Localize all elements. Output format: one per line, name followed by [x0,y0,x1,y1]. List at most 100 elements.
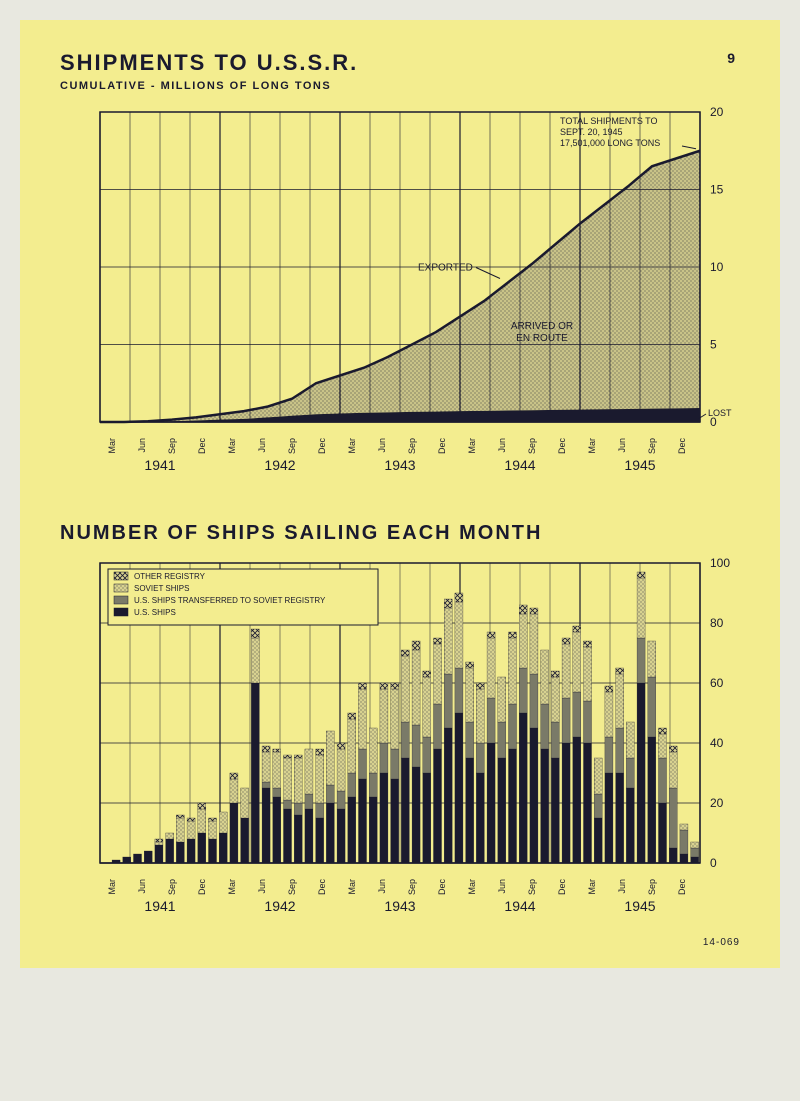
chart2-bar-segment [476,773,484,863]
chart2-bar-segment [605,686,613,692]
chart2-bar-segment [273,788,281,797]
chart2-bar-segment [444,728,452,863]
legend-swatch [114,572,128,580]
chart2-bar-segment [412,650,420,725]
chart1-year-label: 1943 [384,457,415,473]
chart2-bar-segment [155,845,163,863]
chart2-bar-segment [380,683,388,689]
chart2-year-label: 1941 [144,898,175,914]
chart2-bar-segment [423,671,431,677]
chart2-bar-segment [423,677,431,737]
chart2-bar-segment [551,758,559,863]
chart2-bar-segment [348,797,356,863]
chart2-bar-segment [541,650,549,704]
chart2-bar-segment [616,674,624,728]
chart1-ytick: 20 [710,105,724,119]
chart2-bar-segment [208,821,216,839]
chart2-bar-segment [391,749,399,779]
chart2-bar-segment [198,833,206,863]
chart2-bar-segment [616,728,624,773]
chart2-bar-segment [508,638,516,704]
chart1-month-label: Dec [437,438,447,455]
chart2-bar-segment [605,773,613,863]
chart2-title: NUMBER OF SHIPS SAILING EACH MONTH [60,522,740,545]
chart2-bar-segment [455,668,463,713]
chart2-bar-segment [637,572,645,578]
chart1-ytick: 15 [710,183,724,197]
chart2-month-label: Dec [437,879,447,896]
chart2-bar-segment [316,818,324,863]
chart2-bar-segment [176,818,184,842]
chart1-month-label: Sep [647,438,657,454]
chart1-month-label: Jun [377,438,387,453]
chart2-bar-segment [305,794,313,809]
chart1-month-label: Sep [167,438,177,454]
chart2-bar-segment [562,698,570,743]
chart2-bar-segment [155,842,163,845]
chart2-bar-segment [208,839,216,863]
chart2-bar-segment [466,668,474,722]
chart2-bar-segment [530,608,538,614]
chart2-bar-segment [573,737,581,863]
chart2-bar-segment [669,752,677,788]
chart1-title: SHIPMENTS TO U.S.S.R. [60,50,740,76]
chart2-bar-segment [198,809,206,833]
chart2-bar-segment [583,641,591,647]
chart2-bar-segment [594,794,602,818]
page-number: 9 [727,50,735,66]
legend-swatch [114,584,128,592]
chart1-ytick: 10 [710,260,724,274]
chart2-bar-segment [348,713,356,719]
chart2-bar-segment [176,815,184,818]
chart2-bar-segment [230,773,238,779]
chart2-month-label: Mar [227,879,237,895]
chart2-month-label: Mar [467,879,477,895]
chart2-bar-segment [401,758,409,863]
chart2-bar-segment [262,788,270,863]
chart2-bar-segment [348,773,356,797]
chart2-bar-segment [305,809,313,863]
chart2-bar-segment [541,749,549,863]
chart1-month-label: Sep [527,438,537,454]
chart2-bar-segment [466,722,474,758]
chart2-bar-segment [562,743,570,863]
chart2-bar-segment [391,683,399,689]
chart2-bar-segment [358,689,366,749]
chart2-bar-segment [444,608,452,674]
chart2-month-label: Dec [677,879,687,896]
chart2-year-label: 1942 [264,898,295,914]
chart2-ytick: 60 [710,676,724,690]
chart2-bar-segment [455,602,463,668]
legend-label: U.S. SHIPS TRANSFERRED TO SOVIET REGISTR… [134,596,326,605]
chart2-bar-segment [487,638,495,698]
chart1-month-label: Dec [677,438,687,455]
chart2-month-label: Sep [167,879,177,895]
chart2-bar-segment [380,743,388,773]
chart2-bar-segment [262,782,270,788]
chart2-month-label: Dec [197,879,207,896]
chart2-bar-segment [519,605,527,614]
chart1-month-label: Mar [347,438,357,454]
chart1-year-label: 1945 [624,457,655,473]
chart2-bar-segment [466,662,474,668]
chart2-ytick: 20 [710,796,724,810]
chart2-bar-segment [616,773,624,863]
chart2-month-label: Dec [317,879,327,896]
chart2-month-label: Sep [287,879,297,895]
chart1-month-label: Mar [227,438,237,454]
chart2-bar-segment [530,728,538,863]
chart2-bar-segment [616,668,624,674]
chart2-bar-segment [433,749,441,863]
chart1-month-label: Dec [317,438,327,455]
chart1-month-label: Dec [197,438,207,455]
chart2-bar-segment [316,803,324,818]
chart2-bar-segment [594,818,602,863]
chart2-bar-segment [283,800,291,809]
chart2-bar-segment [187,818,195,821]
chart2-bar-segment [455,713,463,863]
chart2-bar-segment [508,632,516,638]
chart2-bar-segment [680,830,688,854]
chart2-bar-segment [648,641,656,677]
chart2-bar-segment [466,758,474,863]
chart2-month-label: Jun [497,879,507,894]
